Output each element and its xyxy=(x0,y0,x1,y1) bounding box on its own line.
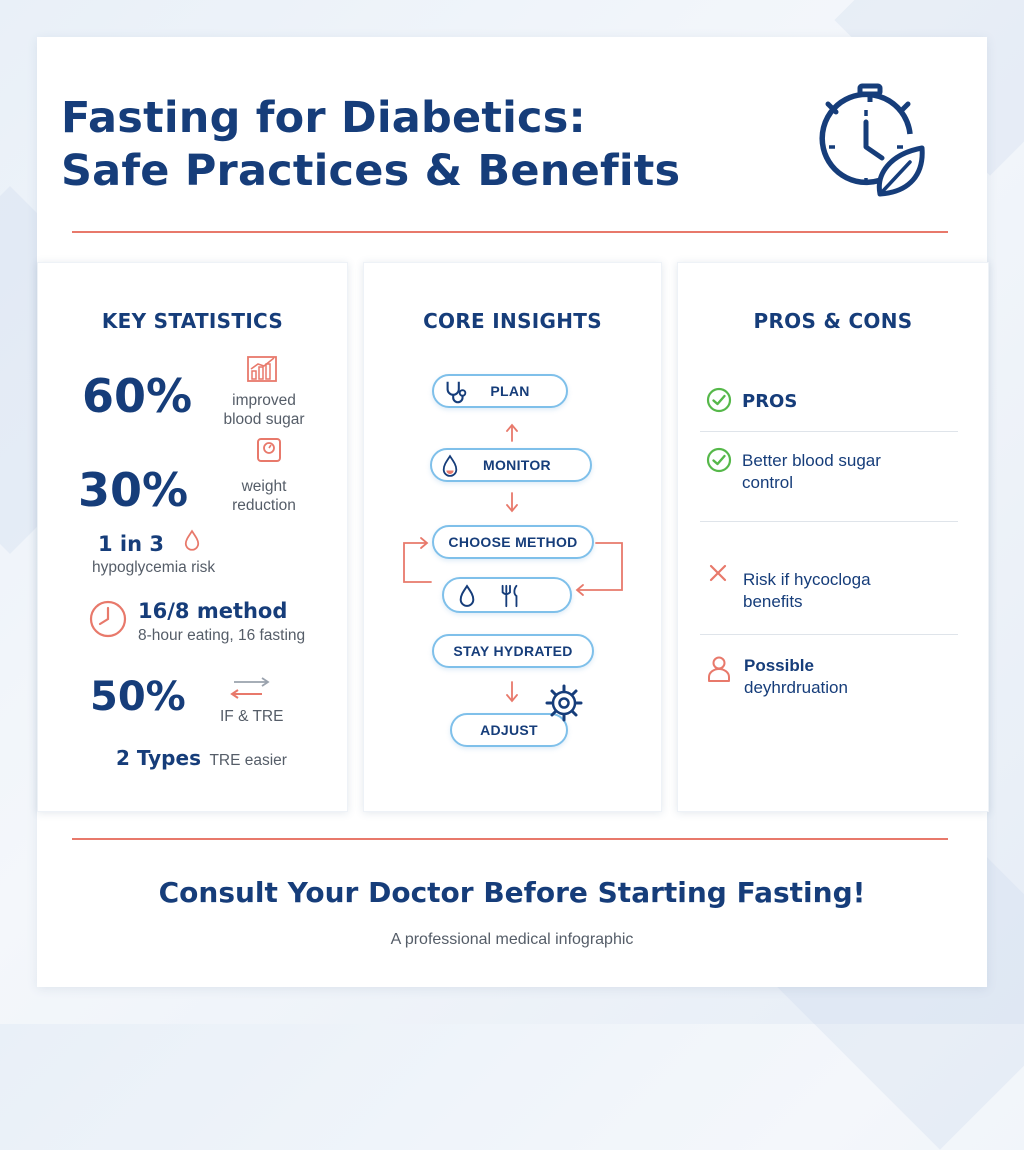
stat-row: 2 Types TRE easier xyxy=(116,746,287,770)
stopwatch-leaf-icon xyxy=(819,83,925,197)
stat-label-line: improved xyxy=(232,392,296,409)
step-label: PLAN xyxy=(490,383,530,399)
step-label: CHOOSE METHOD xyxy=(448,534,578,550)
flow-connectors xyxy=(403,423,623,703)
stat-value: 60% xyxy=(82,369,193,423)
stat-label-line: reduction xyxy=(232,497,296,514)
check-icon xyxy=(706,447,732,473)
step-label: MONITOR xyxy=(483,457,551,473)
stethoscope-icon xyxy=(446,381,467,404)
stat-label: IF & TRE xyxy=(220,708,284,725)
caption: A professional medical infographic xyxy=(390,931,634,948)
item-line: benefits xyxy=(743,592,803,611)
chart-icon xyxy=(247,356,277,382)
fork-knife-icon xyxy=(501,584,518,608)
stat-label: 8-hour eating, 16 fasting xyxy=(138,627,306,644)
cta-text: Consult Your Doctor Before Starting Fast… xyxy=(158,876,866,909)
panel-title: KEY STATISTICS xyxy=(101,309,284,333)
arrows-icon xyxy=(230,677,270,699)
step-plan: PLAN xyxy=(432,374,568,408)
stat-value: 30% xyxy=(78,463,189,517)
step-stay-hydrated: STAY HYDRATED xyxy=(432,634,594,668)
panel-title: CORE INSIGHTS xyxy=(423,309,602,333)
pro-item: Better blood sugar control xyxy=(742,450,881,494)
core-insights-panel: CORE INSIGHTS PLAN MONITOR CHOOSE METHOD xyxy=(363,262,662,812)
page-title: Fasting for Diabetics: Safe Practices & … xyxy=(61,92,761,198)
item-line: Risk if hycocloga xyxy=(743,570,871,589)
stat-value: 2 Types xyxy=(116,746,201,770)
divider xyxy=(700,431,958,432)
check-icon xyxy=(706,387,732,413)
con-item: Risk if hycocloga benefits xyxy=(743,569,871,613)
stat-label-line: weight xyxy=(241,478,287,495)
drop-icon xyxy=(184,529,200,551)
scale-icon xyxy=(257,438,281,462)
item-line: Possible xyxy=(744,656,814,675)
stat-value: 1 in 3 xyxy=(98,532,164,556)
item-line: control xyxy=(742,473,794,492)
clock-icon xyxy=(89,600,127,638)
key-statistics-panel: KEY STATISTICS 60% improved blood sugar … xyxy=(37,262,348,812)
step-adjust: ADJUST xyxy=(450,713,568,747)
header-divider xyxy=(72,231,948,233)
item-line: deyhrdruation xyxy=(744,678,848,697)
title-line-1: Fasting for Diabetics: xyxy=(61,93,586,143)
stat-value: 16/8 method xyxy=(138,599,288,623)
step-label: ADJUST xyxy=(480,722,538,738)
item-line: Better blood sugar xyxy=(742,451,881,470)
step-monitor: MONITOR xyxy=(430,448,592,482)
person-icon xyxy=(708,656,730,682)
pros-cons-panel: PROS & CONS PROS Better blood sugar cont… xyxy=(677,262,989,812)
stat-label: hypoglycemia risk xyxy=(92,559,216,576)
stat-label-line: blood sugar xyxy=(223,411,305,428)
blood-drop-icon xyxy=(442,454,458,477)
divider xyxy=(700,521,958,522)
stat-value: 50% xyxy=(90,674,186,720)
stat-label: improved blood sugar xyxy=(216,391,312,429)
pros-heading: PROS xyxy=(742,391,798,412)
stat-label: TRE easier xyxy=(209,752,287,769)
con-item: Possible deyhrdruation xyxy=(744,655,848,699)
footer-divider xyxy=(72,838,948,840)
close-icon xyxy=(709,564,727,582)
title-line-2: Safe Practices & Benefits xyxy=(61,146,681,196)
gear-icon xyxy=(545,684,583,722)
step-label: STAY HYDRATED xyxy=(453,643,573,659)
stat-label: weight reduction xyxy=(216,477,312,515)
panel-title: PROS & CONS xyxy=(753,309,913,333)
step-choose-method: CHOOSE METHOD xyxy=(432,525,594,559)
divider xyxy=(700,634,958,635)
step-fasting-icons xyxy=(442,577,572,613)
water-drop-icon xyxy=(459,584,475,607)
